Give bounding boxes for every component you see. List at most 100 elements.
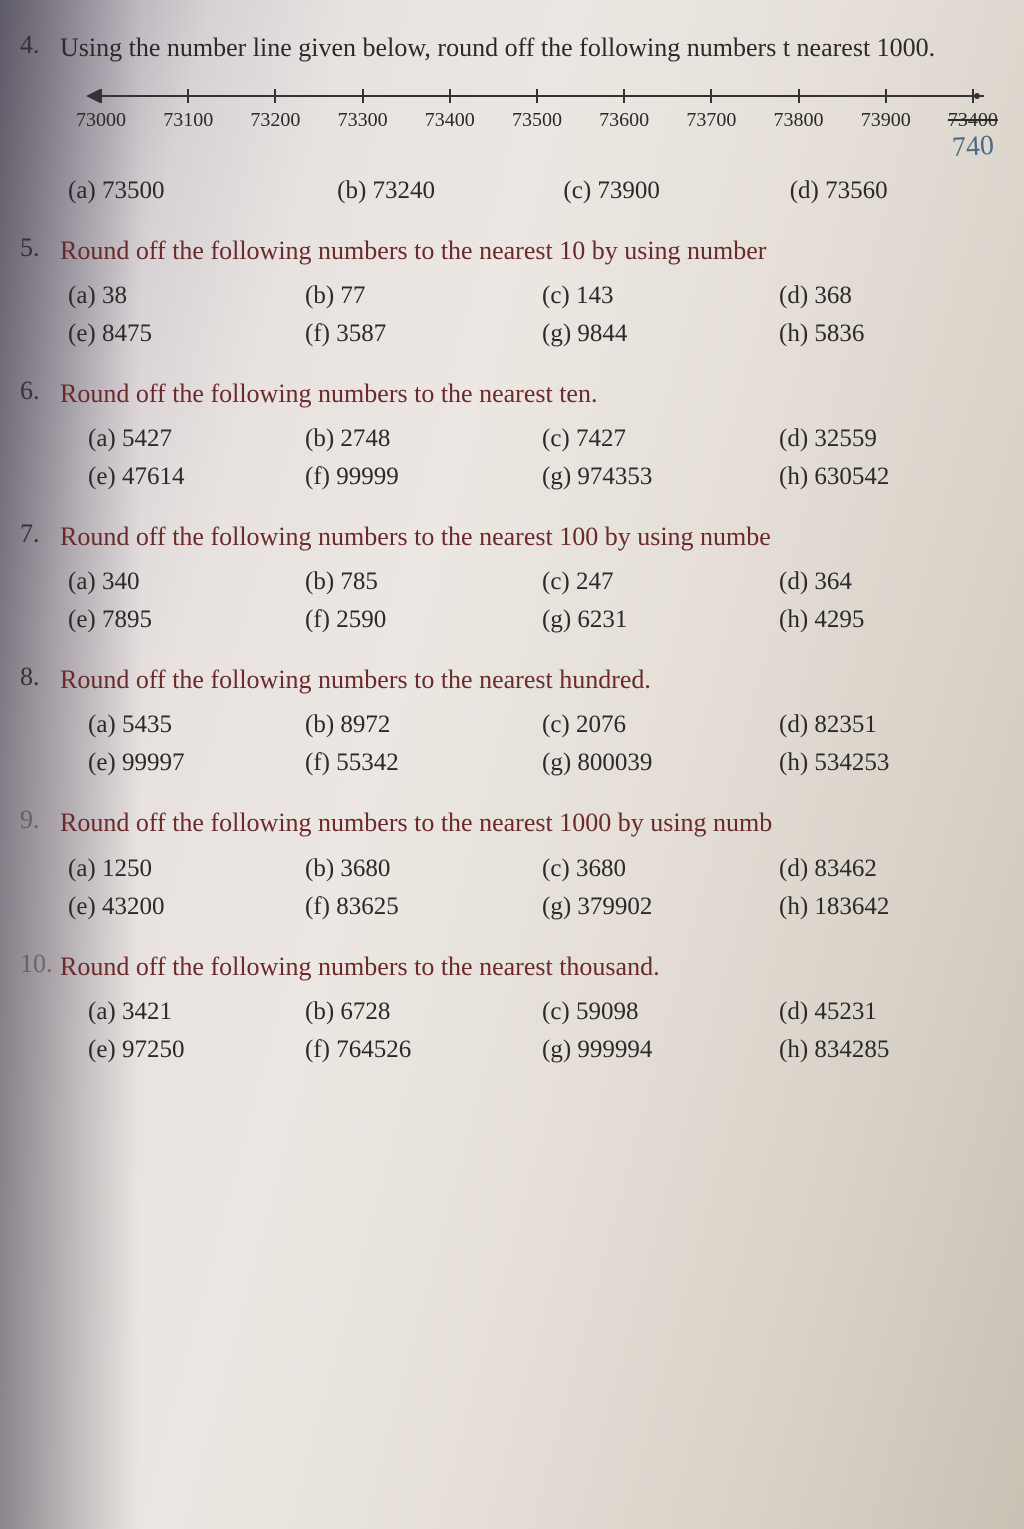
option-b: (b) 3680 — [305, 855, 530, 883]
tick-label: 73400 — [425, 109, 475, 132]
question-number: 4. — [20, 30, 40, 60]
tick-label: 73300 — [338, 109, 388, 132]
tick-label: 73800 — [774, 109, 824, 132]
option-d: (d) 82351 — [779, 711, 1004, 739]
option-f: (f) 55342 — [305, 749, 530, 777]
question-number: 8. — [20, 662, 40, 692]
tick-label: 73900 — [861, 109, 911, 132]
dot-icon — [974, 93, 980, 99]
option-b: (b) 785 — [305, 568, 530, 596]
question-text: Round off the following numbers to the n… — [60, 805, 1004, 840]
tick-label: 73100 — [163, 109, 213, 132]
option-b: (b) 2748 — [305, 425, 530, 453]
options: (a) 5427 (b) 2748 (c) 7427 (d) 32559 (e)… — [68, 425, 1004, 491]
question-text: Round off the following numbers to the n… — [60, 233, 1004, 268]
option-d: (d) 83462 — [779, 855, 1004, 883]
tick-label: 73500 — [512, 109, 562, 132]
option-b: (b) 8972 — [305, 711, 530, 739]
tick-label: 73200 — [250, 109, 300, 132]
tick: 73700 — [710, 89, 712, 103]
option-b: (b) 77 — [305, 282, 530, 310]
question-text: Round off the following numbers to the n… — [60, 662, 1004, 697]
tick: 73200 — [274, 89, 276, 103]
options: (a) 340 (b) 785 (c) 247 (d) 364 (e) 7895… — [68, 568, 1004, 634]
option-g: (g) 9844 — [542, 320, 767, 348]
option-a: (a) 3421 — [68, 998, 293, 1026]
question-4: 4. Using the number line given below, ro… — [60, 30, 1004, 205]
option-d: (d) 45231 — [779, 998, 1004, 1026]
option-g: (g) 974353 — [542, 463, 767, 491]
question-text: Using the number line given below, round… — [60, 30, 1004, 65]
option-h: (h) 630542 — [779, 463, 1004, 491]
option-h: (h) 834285 — [779, 1036, 1004, 1064]
options: (a) 38 (b) 77 (c) 143 (d) 368 (e) 8475 (… — [68, 282, 1004, 348]
options: (a) 73500 (b) 73240 (c) 73900 (d) 73560 — [68, 177, 1004, 205]
option-g: (g) 6231 — [542, 606, 767, 634]
option-b: (b) 6728 — [305, 998, 530, 1026]
option-f: (f) 2590 — [305, 606, 530, 634]
option-a: (a) 1250 — [68, 855, 293, 883]
option-d: (d) 364 — [779, 568, 1004, 596]
option-a: (a) 38 — [68, 282, 293, 310]
number-line: 73000 73100 73200 73300 73400 73500 7360… — [90, 83, 1004, 153]
question-text: Round off the following numbers to the n… — [60, 376, 1004, 411]
options: (a) 3421 (b) 6728 (c) 59098 (d) 45231 (e… — [68, 998, 1004, 1064]
tick: 73900 — [885, 89, 887, 103]
question-number: 6. — [20, 376, 40, 406]
option-f: (f) 83625 — [305, 893, 530, 921]
option-d: (d) 32559 — [779, 425, 1004, 453]
tick: 73000 — [100, 89, 102, 103]
option-c: (c) 3680 — [542, 855, 767, 883]
question-5: 5. Round off the following numbers to th… — [60, 233, 1004, 348]
option-c: (c) 73900 — [563, 177, 777, 205]
option-a: (a) 340 — [68, 568, 293, 596]
tick: 73400 — [449, 89, 451, 103]
question-6: 6. Round off the following numbers to th… — [60, 376, 1004, 491]
number-line-ticks: 73000 73100 73200 73300 73400 73500 7360… — [100, 89, 974, 103]
option-f: (f) 99999 — [305, 463, 530, 491]
tick-label: 73600 — [599, 109, 649, 132]
question-10: 10. Round off the following numbers to t… — [60, 949, 1004, 1064]
handwritten-note: 740 — [951, 130, 995, 164]
option-h: (h) 4295 — [779, 606, 1004, 634]
option-c: (c) 247 — [542, 568, 767, 596]
option-g: (g) 379902 — [542, 893, 767, 921]
option-a: (a) 5427 — [68, 425, 293, 453]
option-e: (e) 43200 — [68, 893, 293, 921]
tick-label: 73000 — [76, 109, 126, 132]
option-f: (f) 764526 — [305, 1036, 530, 1064]
tick: 73600 — [623, 89, 625, 103]
option-h: (h) 5836 — [779, 320, 1004, 348]
option-a: (a) 73500 — [68, 177, 325, 205]
tick: 73500 — [536, 89, 538, 103]
option-e: (e) 8475 — [68, 320, 293, 348]
tick: 73800 — [798, 89, 800, 103]
option-e: (e) 47614 — [68, 463, 293, 491]
tick: 73300 — [362, 89, 364, 103]
question-number: 9. — [20, 805, 40, 835]
option-e: (e) 99997 — [68, 749, 293, 777]
option-h: (h) 534253 — [779, 749, 1004, 777]
option-g: (g) 800039 — [542, 749, 767, 777]
question-9: 9. Round off the following numbers to th… — [60, 805, 1004, 920]
question-8: 8. Round off the following numbers to th… — [60, 662, 1004, 777]
tick-label: 73700 — [686, 109, 736, 132]
question-7: 7. Round off the following numbers to th… — [60, 519, 1004, 634]
tick: 73100 — [187, 89, 189, 103]
option-c: (c) 143 — [542, 282, 767, 310]
option-c: (c) 7427 — [542, 425, 767, 453]
question-text: Round off the following numbers to the n… — [60, 949, 1004, 984]
question-number: 5. — [20, 233, 40, 263]
tick-label: 73400 — [948, 109, 998, 132]
option-h: (h) 183642 — [779, 893, 1004, 921]
options: (a) 1250 (b) 3680 (c) 3680 (d) 83462 (e)… — [68, 855, 1004, 921]
question-number: 7. — [20, 519, 40, 549]
question-text: Round off the following numbers to the n… — [60, 519, 1004, 554]
option-a: (a) 5435 — [68, 711, 293, 739]
option-b: (b) 73240 — [337, 177, 551, 205]
option-d: (d) 73560 — [790, 177, 1004, 205]
options: (a) 5435 (b) 8972 (c) 2076 (d) 82351 (e)… — [68, 711, 1004, 777]
option-c: (c) 59098 — [542, 998, 767, 1026]
option-e: (e) 7895 — [68, 606, 293, 634]
question-number: 10. — [20, 949, 53, 979]
